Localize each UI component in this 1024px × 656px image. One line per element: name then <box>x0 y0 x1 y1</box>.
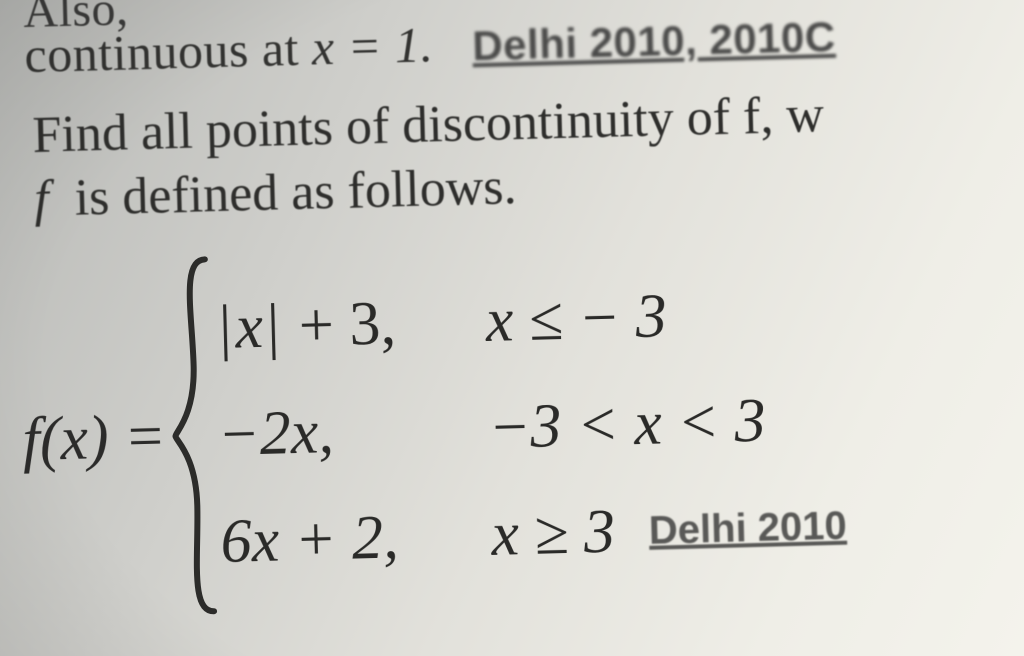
line-fdef: f is defined as follows. <box>33 157 517 229</box>
case-1-expr: |x| + 3, <box>214 288 397 364</box>
case-3-expr: 6x + 2, <box>220 502 403 578</box>
fdef-rest: is defined as follows. <box>61 158 517 227</box>
word-continuous: continuous at <box>24 19 313 83</box>
case-3-cond-wrap: x ≥ 3 Delhi 2010 <box>490 490 847 570</box>
lhs: f(x) = <box>22 401 167 476</box>
case-3-cond: x ≥ 3 <box>490 496 615 570</box>
page-scan: Also, continuous at x = 1. Delhi 2010, 2… <box>0 0 1024 656</box>
case-2-cond: −3 < x < 3 <box>488 383 845 463</box>
math-x-eq-1: x = 1. <box>311 16 434 75</box>
f-letter: f <box>33 170 49 227</box>
find-text: Find all points of discontinuity of f, w <box>32 86 825 164</box>
source-tag-bottom: Delhi 2010 <box>648 503 847 553</box>
piecewise-cases: |x| + 3, x ≤ − 3 −2x, −3 < x < 3 6x + 2,… <box>214 276 848 577</box>
source-tag-top: Delhi 2010, 2010C <box>472 13 836 69</box>
line-find: Find all points of discontinuity of f, w <box>32 85 825 165</box>
line-continuous: continuous at x = 1. Delhi 2010, 2010C <box>24 5 837 84</box>
piecewise-equation: f(x) = |x| + 3, x ≤ − 3 −2x, −3 < x < 3 … <box>18 239 849 620</box>
case-1-cond: x ≤ − 3 <box>485 276 842 356</box>
case-2-expr: −2x, <box>217 395 400 471</box>
